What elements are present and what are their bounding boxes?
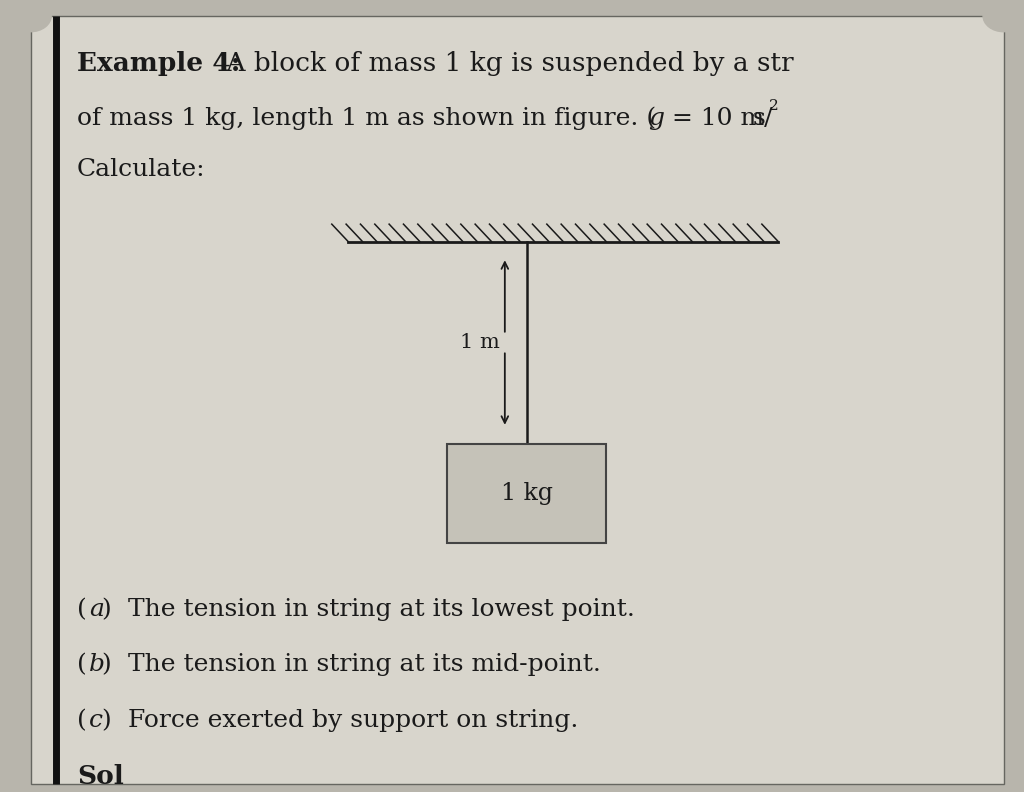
- Text: Calculate:: Calculate:: [77, 158, 206, 181]
- Text: (: (: [77, 709, 87, 732]
- Text: (: (: [77, 598, 87, 621]
- Text: 1 m: 1 m: [460, 333, 500, 352]
- Text: ): ): [101, 709, 112, 732]
- Text: Example 4:: Example 4:: [77, 51, 241, 77]
- Text: g: g: [648, 107, 665, 130]
- Text: Force exerted by support on string.: Force exerted by support on string.: [120, 709, 579, 732]
- Text: The tension in string at its mid-point.: The tension in string at its mid-point.: [120, 653, 601, 676]
- Text: ): ): [101, 598, 112, 621]
- Text: 2: 2: [769, 99, 779, 113]
- Text: Sol: Sol: [77, 764, 124, 790]
- Text: ): ): [101, 653, 112, 676]
- Text: The tension in string at its lowest point.: The tension in string at its lowest poin…: [120, 598, 635, 621]
- Circle shape: [983, 0, 1024, 32]
- Text: A block of mass 1 kg is suspended by a str: A block of mass 1 kg is suspended by a s…: [218, 51, 794, 77]
- Text: a: a: [89, 598, 104, 621]
- Text: c: c: [89, 709, 103, 732]
- Circle shape: [10, 0, 51, 32]
- Text: of mass 1 kg, length 1 m as shown in figure. (: of mass 1 kg, length 1 m as shown in fig…: [77, 107, 656, 131]
- Text: (: (: [77, 653, 87, 676]
- Text: s: s: [753, 107, 765, 130]
- Text: = 10 m/: = 10 m/: [664, 107, 772, 130]
- Text: b: b: [89, 653, 105, 676]
- Bar: [447, 444, 606, 543]
- Text: 1 kg: 1 kg: [501, 482, 553, 505]
